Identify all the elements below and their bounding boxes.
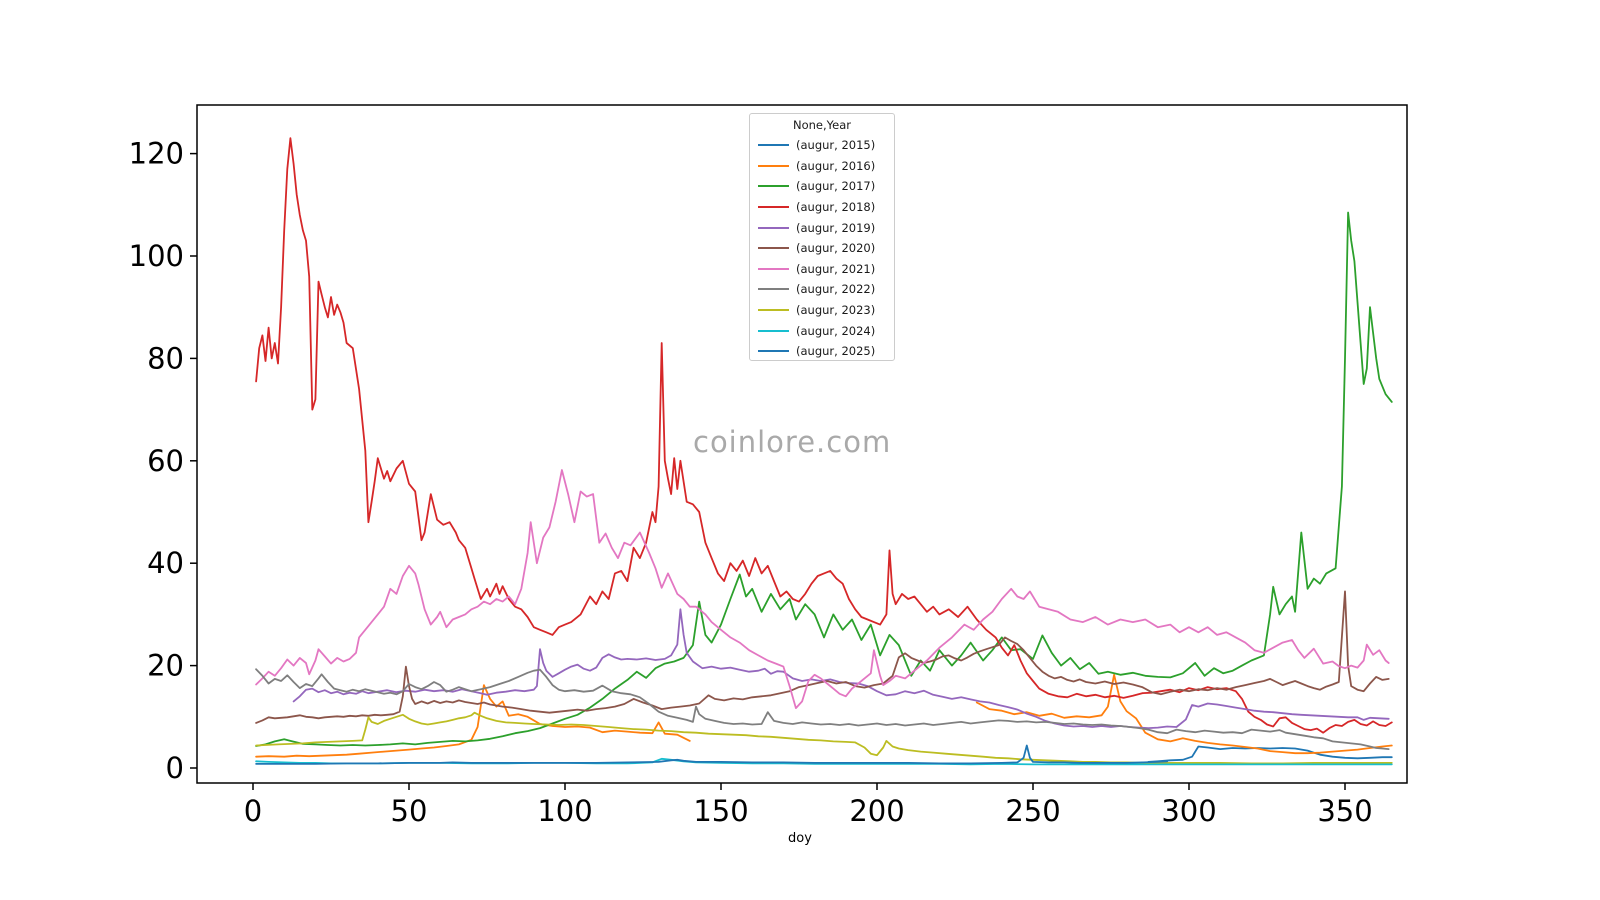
series-line-augur-2021 (255, 469, 1390, 709)
x-tick-label: 350 (1317, 794, 1372, 828)
legend-title: None,Year (792, 118, 851, 132)
legend-label: (augur, 2015) (796, 138, 876, 153)
legend-swatch-augur-2023 (758, 309, 789, 312)
x-tick-label: 200 (849, 794, 904, 828)
legend-swatch-augur-2019 (758, 226, 789, 229)
x-tick-label: 50 (391, 794, 428, 828)
legend-swatch-augur-2018 (758, 206, 789, 209)
legend-label: (augur, 2025) (796, 344, 876, 359)
y-tick-label: 0 (166, 751, 184, 785)
y-tick-label: 120 (129, 137, 184, 171)
series-line-augur-2016 (975, 673, 1393, 755)
legend-label: (augur, 2019) (796, 220, 876, 235)
legend-swatch-augur-2025 (758, 350, 789, 353)
legend-label: (augur, 2018) (796, 200, 876, 215)
series-line-augur-2022 (255, 668, 1390, 750)
x-tick-label: 0 (244, 794, 262, 828)
legend-item-augur-2024: (augur, 2024) (750, 320, 894, 341)
legend-swatch-augur-2017 (758, 185, 789, 188)
series-line-augur-2018 (255, 137, 1393, 734)
plot-frame (196, 104, 1408, 784)
x-tick-label: 100 (537, 794, 592, 828)
legend-label: (augur, 2021) (796, 261, 876, 276)
legend-item-augur-2020: (augur, 2020) (750, 238, 894, 259)
legend-item-augur-2018: (augur, 2018) (750, 197, 894, 218)
x-tick-label: 300 (1161, 794, 1216, 828)
legend-item-augur-2025: (augur, 2025) (750, 341, 894, 362)
legend-item-augur-2017: (augur, 2017) (750, 176, 894, 197)
legend-item-augur-2019: (augur, 2019) (750, 217, 894, 238)
legend: None,Year (augur, 2015) (augur, 2016) (aug… (749, 113, 895, 361)
legend-swatch-augur-2016 (758, 164, 789, 167)
legend-swatch-augur-2015 (758, 144, 789, 147)
y-tick-label: 60 (147, 444, 184, 478)
series-line-augur-2017 (255, 211, 1393, 747)
legend-label: (augur, 2024) (796, 323, 876, 338)
series-line-augur-2025 (255, 744, 1169, 765)
legend-swatch-augur-2020 (758, 247, 789, 250)
legend-label: (augur, 2017) (796, 179, 876, 194)
legend-swatch-augur-2022 (758, 288, 789, 291)
legend-item-augur-2021: (augur, 2021) (750, 259, 894, 280)
legend-item-augur-2022: (augur, 2022) (750, 279, 894, 300)
legend-item-augur-2015: (augur, 2015) (750, 135, 894, 156)
legend-swatch-augur-2021 (758, 267, 789, 270)
x-axis-label: doy (788, 831, 812, 846)
legend-label: (augur, 2022) (796, 282, 876, 297)
y-tick-label: 100 (129, 239, 184, 273)
watermark: coinlore.com (693, 425, 892, 459)
series-group (255, 137, 1393, 766)
y-tick-label: 20 (147, 649, 184, 683)
legend-label: (augur, 2016) (796, 158, 876, 173)
series-line-augur-2015 (1147, 745, 1393, 763)
legend-items: (augur, 2015) (augur, 2016) (augur, 2017) (… (750, 135, 894, 362)
x-tick-label: 150 (693, 794, 748, 828)
x-tick-label: 250 (1005, 794, 1060, 828)
y-tick-label: 80 (147, 341, 184, 375)
legend-swatch-augur-2024 (758, 329, 789, 332)
series-line-augur-2016 (255, 684, 691, 758)
y-tick-label: 40 (147, 546, 184, 580)
series-line-augur-2020 (255, 590, 1390, 724)
legend-item-augur-2023: (augur, 2023) (750, 300, 894, 321)
legend-item-augur-2016: (augur, 2016) (750, 156, 894, 177)
legend-label: (augur, 2023) (796, 303, 876, 318)
series-line-augur-2023 (255, 711, 1393, 765)
legend-label: (augur, 2020) (796, 241, 876, 256)
